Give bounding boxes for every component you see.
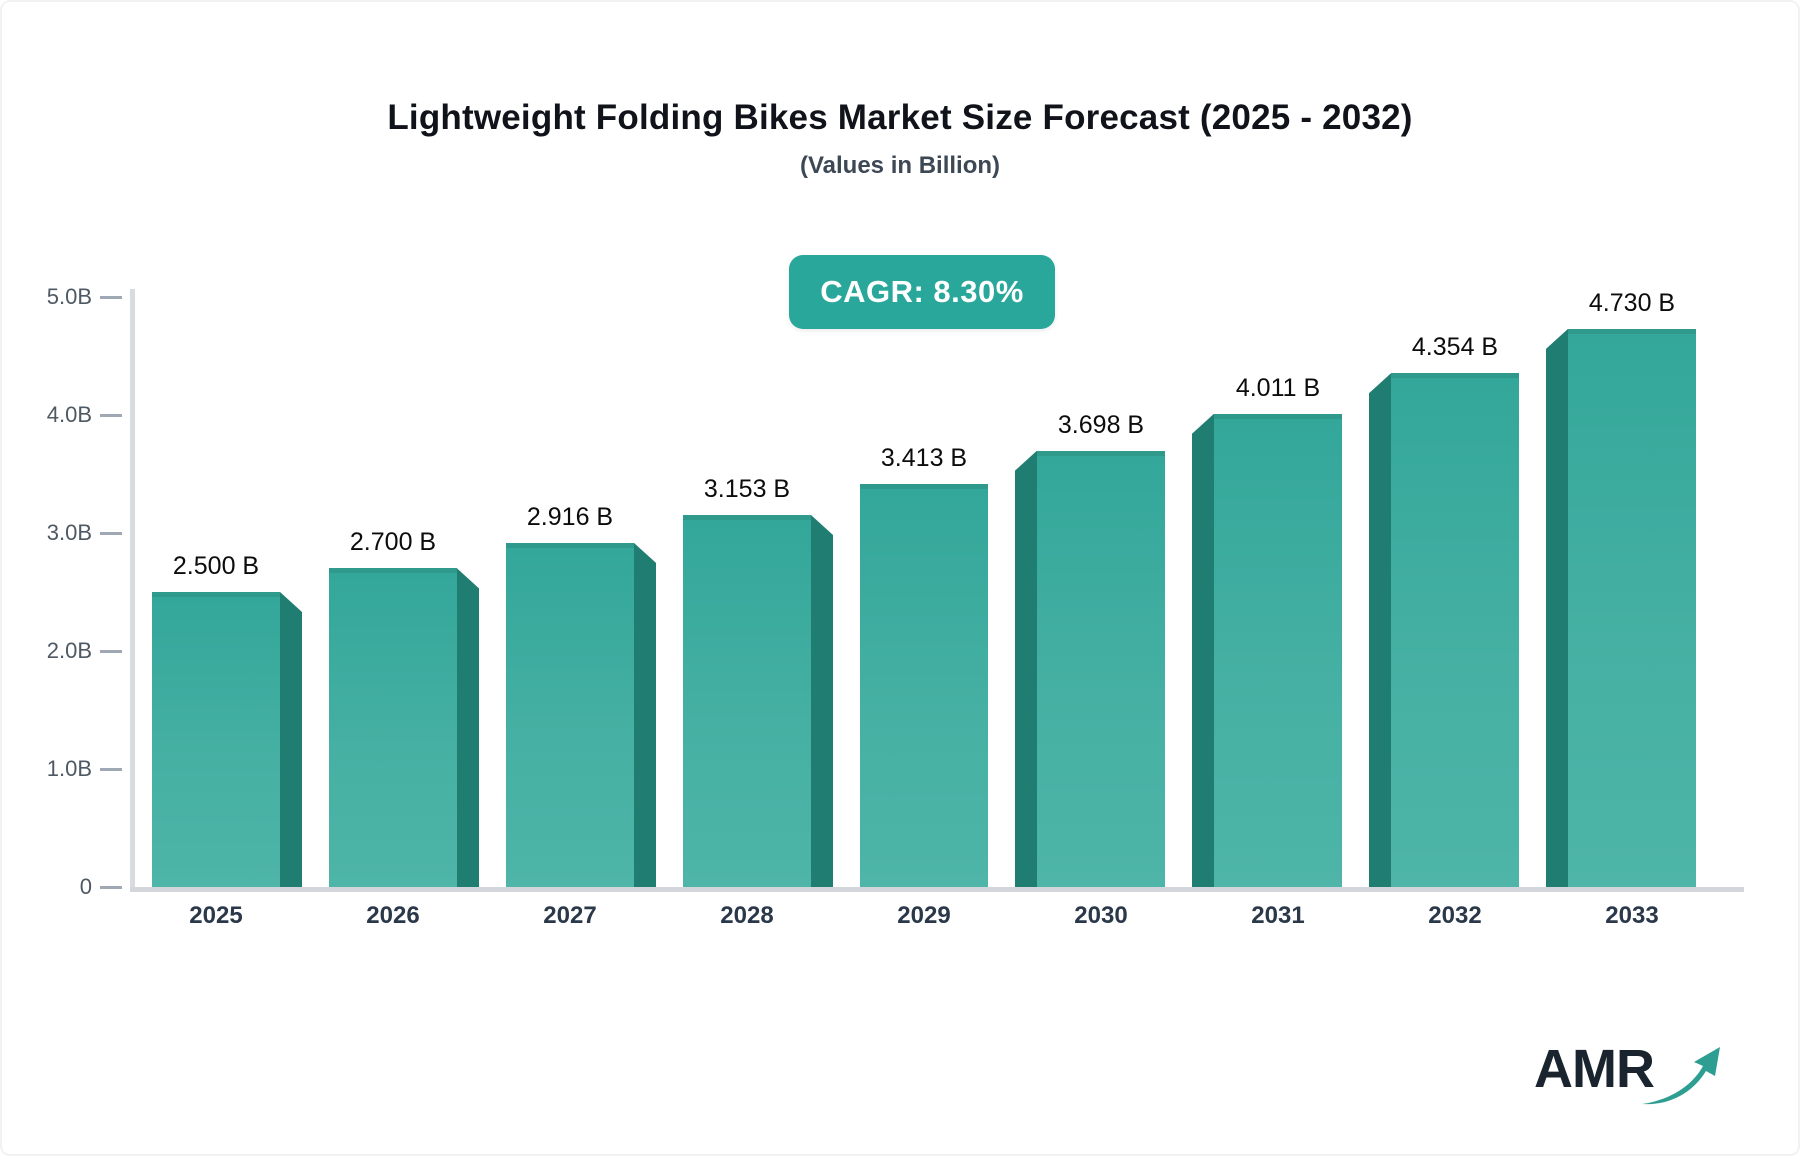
y-axis-tick-label: 2.0B — [46, 638, 92, 663]
bar-face — [1568, 328, 1696, 887]
bar-face — [1214, 413, 1342, 887]
y-axis-tick — [100, 886, 122, 889]
bar-side — [1546, 328, 1568, 887]
y-axis-tick — [100, 768, 122, 771]
bar-side — [1369, 373, 1391, 887]
bar-value-label: 3.153 B — [703, 474, 791, 503]
y-axis-tick-label: 3.0B — [46, 520, 92, 545]
bar-side — [457, 568, 479, 887]
bar-side — [811, 514, 833, 887]
x-axis-label: 2030 — [1074, 902, 1128, 929]
cagr-badge: CAGR: 8.30% — [789, 255, 1055, 329]
bar-side — [634, 542, 656, 887]
amr-logo: AMR — [1534, 1038, 1734, 1118]
chart-title: Lightweight Folding Bikes Market Size Fo… — [387, 98, 1413, 137]
bar-value-label: 2.500 B — [172, 552, 260, 580]
bar-group-2027 — [506, 542, 656, 887]
bar-side — [1192, 413, 1214, 887]
x-axis-line — [130, 887, 1744, 892]
bar-face — [152, 592, 280, 887]
bar-value-label: 3.413 B — [880, 444, 968, 473]
y-axis-tick — [100, 414, 122, 417]
bar-value-label: 2.700 B — [349, 528, 437, 557]
y-axis-tick — [100, 650, 122, 653]
x-axis-label: 2025 — [189, 902, 243, 929]
bar-face — [329, 568, 457, 887]
bar-face — [683, 514, 811, 887]
bar-group-2032 — [1369, 373, 1519, 887]
bar-face — [860, 484, 988, 887]
amr-logo-text: AMR — [1534, 1039, 1655, 1099]
y-axis-tick-label: 5.0B — [46, 284, 92, 309]
bar-value-label: 4.011 B — [1235, 373, 1321, 402]
x-axis-label: 2033 — [1605, 902, 1659, 929]
bar-value-label: 2.916 B — [526, 502, 614, 531]
bar-group-2033 — [1546, 328, 1696, 887]
bar-value-label: 3.698 B — [1057, 410, 1145, 439]
chart-subtitle: (Values in Billion) — [799, 152, 1001, 179]
bar-side — [1015, 450, 1037, 887]
bar-group-2031 — [1192, 413, 1342, 887]
bar-group-2026 — [329, 568, 479, 887]
x-axis-label: 2026 — [366, 902, 420, 929]
x-axis-label: 2032 — [1428, 902, 1482, 929]
y-axis-line — [130, 289, 135, 892]
bar-group-2030 — [1015, 450, 1165, 887]
bar-group-2028 — [683, 514, 833, 887]
x-axis-label: 2028 — [720, 902, 774, 929]
growth-arrow-icon — [1642, 1047, 1720, 1105]
x-axis-label: 2027 — [543, 902, 597, 929]
bar-value-label: 4.354 B — [1411, 333, 1499, 362]
bar-face — [1391, 373, 1519, 887]
bar-side — [280, 592, 302, 887]
y-axis-tick-label: 4.0B — [46, 402, 92, 427]
bar-face — [1037, 450, 1165, 887]
x-axis-label: 2029 — [897, 902, 951, 929]
y-axis-tick-label: 1.0B — [46, 756, 92, 781]
x-axis-label: 2031 — [1251, 902, 1305, 929]
y-axis-tick — [100, 296, 122, 299]
y-axis-tick — [100, 532, 122, 535]
bar-face — [506, 542, 634, 887]
y-axis-tick-label: 0 — [79, 874, 92, 899]
bar-group-2029 — [860, 484, 988, 887]
bar-group-2025 — [152, 592, 302, 887]
bar-value-label: 4.730 B — [1588, 288, 1676, 317]
